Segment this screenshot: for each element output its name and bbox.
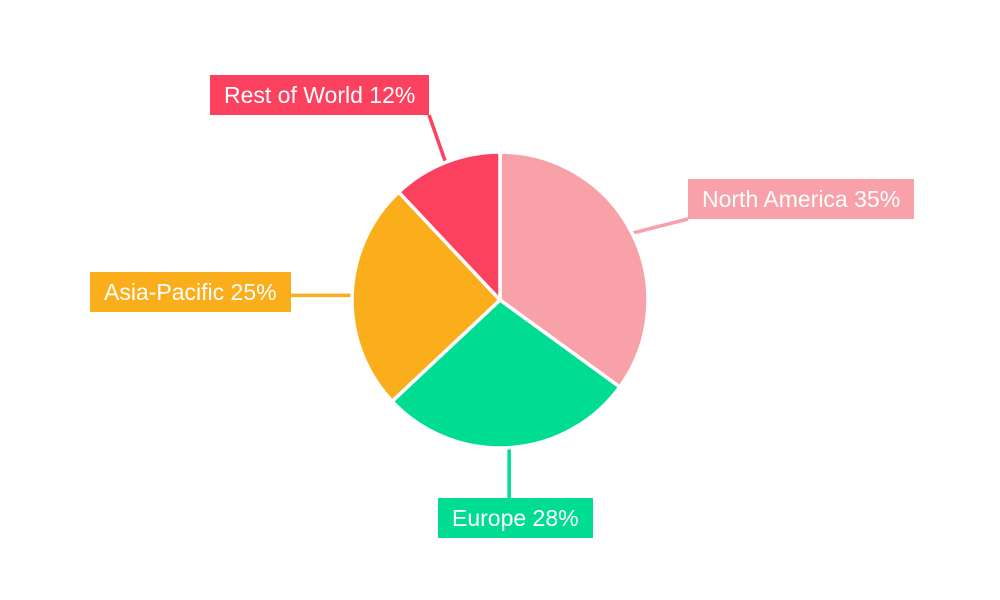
leader-line-north-america [629,217,689,236]
pie-slice-rest-of-world[interactable] [396,150,502,302]
pie-label-rest-of-world: Rest of World 12% [210,75,430,115]
pie-label-europe: Europe 28% [438,498,593,538]
pie-slice-europe[interactable] [390,298,622,450]
pie-label-north-america: North America 35% [688,179,915,219]
pie-slice-north-america[interactable] [498,150,650,389]
pie-slice-asia-pacific[interactable] [350,190,502,404]
pie-label-asia-pacific: Asia-Pacific 25% [90,272,291,312]
leader-line-rest-of-world [427,114,448,165]
